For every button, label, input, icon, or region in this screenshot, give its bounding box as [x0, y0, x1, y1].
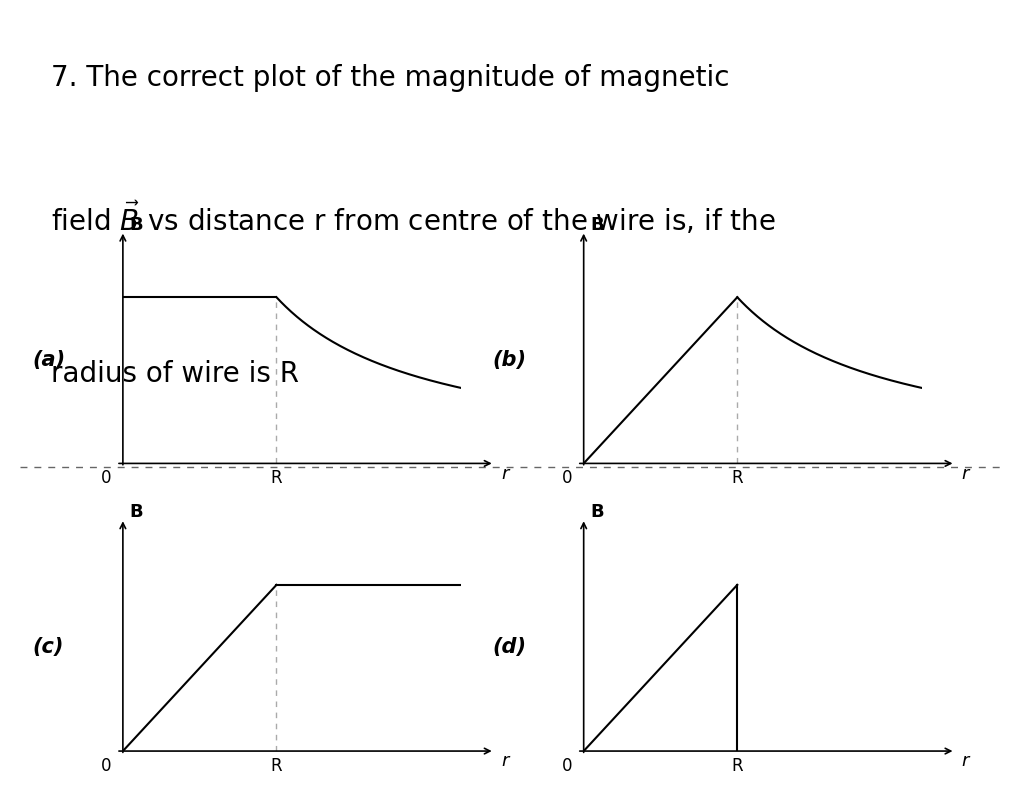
Text: (b): (b): [493, 349, 526, 370]
Text: B: B: [130, 216, 143, 233]
Text: R: R: [731, 757, 743, 774]
Text: 0: 0: [561, 469, 572, 487]
Text: (c): (c): [33, 637, 65, 658]
Text: r: r: [501, 465, 509, 483]
Text: r: r: [962, 753, 970, 770]
Text: r: r: [962, 465, 970, 483]
Text: (d): (d): [493, 637, 526, 658]
Text: B: B: [591, 216, 604, 233]
Text: field $\vec{B}$ vs distance r from centre of the wire is, if the: field $\vec{B}$ vs distance r from centr…: [51, 200, 776, 237]
Text: R: R: [731, 469, 743, 487]
Text: radius of wire is R: radius of wire is R: [51, 360, 299, 388]
Text: R: R: [270, 469, 283, 487]
Text: R: R: [270, 757, 283, 774]
Text: 0: 0: [100, 757, 112, 774]
Text: 0: 0: [561, 757, 572, 774]
Text: r: r: [501, 753, 509, 770]
Text: B: B: [130, 503, 143, 521]
Text: (a): (a): [32, 349, 66, 370]
Text: 0: 0: [100, 469, 112, 487]
Text: B: B: [591, 503, 604, 521]
Text: 7. The correct plot of the magnitude of magnetic: 7. The correct plot of the magnitude of …: [51, 64, 730, 92]
